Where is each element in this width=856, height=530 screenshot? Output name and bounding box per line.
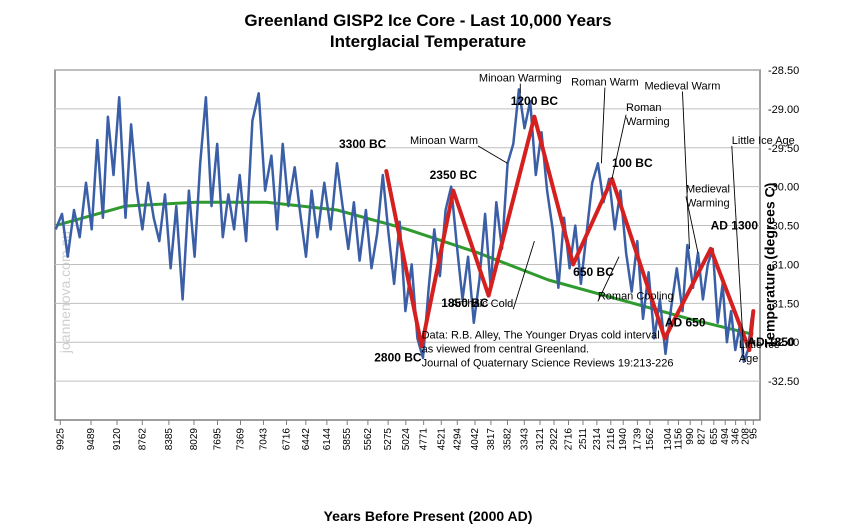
x-tick-label: 2922 <box>549 428 560 451</box>
x-tick-label: 990 <box>685 428 696 445</box>
period-label: 3300 BC <box>339 137 387 151</box>
x-tick-label: 5855 <box>342 428 353 451</box>
annotation-leader <box>513 241 534 309</box>
annotation-label: Medieval <box>686 183 730 195</box>
x-tick-label: 6716 <box>282 428 293 451</box>
annotation-label: Archaic Cold <box>451 298 513 310</box>
annotation-label: Minoan Warm <box>410 135 478 147</box>
annotation-label: Warming <box>686 197 730 209</box>
chart-svg: -28.50-29.00-29.50-30.00-30.50-31.00-31.… <box>0 0 856 530</box>
x-tick-label: 5275 <box>383 428 394 451</box>
x-tick-label: 494 <box>720 428 731 445</box>
x-tick-label: 7369 <box>235 428 246 451</box>
period-label: 1200 BC <box>511 94 559 108</box>
data-source: Data: R.B. Alley, The Younger Dryas cold… <box>422 329 660 341</box>
x-tick-label: 3582 <box>502 428 513 451</box>
x-axis-label: Years Before Present (2000 AD) <box>0 508 856 524</box>
data-source: as viewed from central Greenland. <box>422 343 590 355</box>
x-tick-label: 8762 <box>137 428 148 451</box>
x-tick-label: 1562 <box>645 428 656 451</box>
y-axis-label: Temperature (degrees C) <box>762 183 778 348</box>
x-tick-label: 9489 <box>86 428 97 451</box>
x-tick-label: 3817 <box>486 428 497 451</box>
x-tick-label: 827 <box>697 428 708 445</box>
period-label: 2800 BC <box>374 351 422 365</box>
annotation-label: Roman Warm <box>571 77 638 89</box>
annotation-label: Little Ice Age <box>732 135 795 147</box>
y-tick-label: -32.50 <box>768 376 799 388</box>
x-tick-label: 2116 <box>606 428 617 450</box>
data-source: Journal of Quaternary Science Reviews 19… <box>422 357 674 369</box>
annotation-label: Medieval Warm <box>644 80 720 92</box>
x-tick-label: 4771 <box>419 428 430 451</box>
x-tick-label: 4042 <box>470 428 481 451</box>
x-tick-label: 6144 <box>322 428 333 451</box>
x-tick-label: 7043 <box>258 428 269 451</box>
annotation-leader <box>601 88 605 164</box>
annotation-label: Minoan Warming <box>479 73 562 85</box>
period-label: AD 650 <box>665 316 706 330</box>
period-label: 2350 BC <box>430 168 478 182</box>
x-tick-label: 2314 <box>592 428 603 451</box>
period-label: 650 BC <box>573 265 614 279</box>
x-tick-label: 8385 <box>164 428 175 451</box>
x-tick-label: 2716 <box>564 428 575 451</box>
x-tick-label: 2511 <box>578 428 589 450</box>
x-tick-label: 655 <box>709 428 720 445</box>
annotation-label: Roman Cooling <box>598 290 674 302</box>
period-label: 100 BC <box>612 156 653 170</box>
annotation-label: Warming <box>626 116 670 128</box>
chart-container: Greenland GISP2 Ice Core - Last 10,000 Y… <box>0 0 856 530</box>
y-tick-label: -29.00 <box>768 104 799 116</box>
x-tick-label: 6442 <box>301 428 312 451</box>
annotation-label: Age <box>739 353 759 365</box>
x-tick-label: 4294 <box>452 428 463 451</box>
x-tick-label: 9120 <box>112 428 123 451</box>
x-tick-label: 9925 <box>55 428 66 451</box>
annotation-label: Roman <box>626 102 661 114</box>
x-tick-label: 1156 <box>674 428 685 450</box>
x-tick-label: 1304 <box>663 428 674 451</box>
x-tick-label: 4521 <box>436 428 447 451</box>
x-tick-label: 5024 <box>401 428 412 451</box>
x-tick-label: 1739 <box>632 428 643 451</box>
x-tick-label: 1940 <box>618 428 629 451</box>
x-tick-label: 7695 <box>213 428 224 451</box>
annotation-leader <box>478 146 508 163</box>
y-tick-label: -28.50 <box>768 65 799 77</box>
x-tick-label: 95 <box>748 428 759 440</box>
x-tick-label: 8029 <box>189 428 200 451</box>
x-tick-label: 3121 <box>535 428 546 451</box>
x-tick-label: 3343 <box>519 428 530 451</box>
x-tick-label: 5562 <box>363 428 374 451</box>
period-label: AD 1300 <box>711 218 759 232</box>
